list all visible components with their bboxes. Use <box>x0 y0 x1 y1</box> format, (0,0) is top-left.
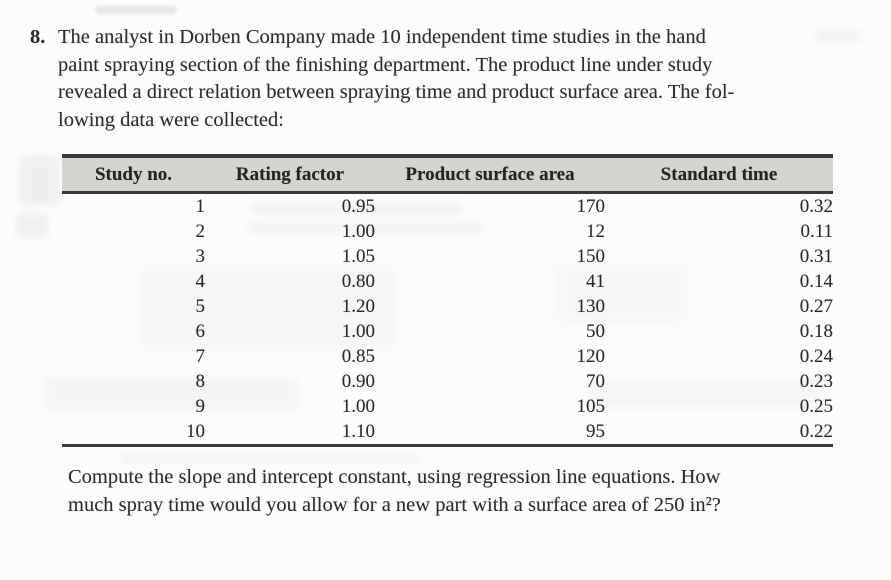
table-row: 4 0.80 41 0.14 <box>62 269 834 294</box>
question-line: much spray time would you allow for a ne… <box>68 493 721 516</box>
cell-rating-factor: 1.00 <box>341 221 375 242</box>
cell-surface-area: 120 <box>576 346 606 367</box>
bleed-through-artifact <box>95 6 177 14</box>
question-statement: Compute the slope and intercept constant… <box>68 464 858 519</box>
cell-standard-time: 0.32 <box>799 196 833 217</box>
table-row: 2 1.00 12 0.11 <box>62 219 834 244</box>
problem-line: paint spraying section of the finishing … <box>58 53 713 76</box>
cell-standard-time: 0.22 <box>799 421 833 442</box>
cell-standard-time: 0.11 <box>800 221 833 242</box>
cell-rating-factor: 0.80 <box>341 271 375 292</box>
cell-surface-area: 130 <box>576 296 606 317</box>
question-line: Compute the slope and intercept constant… <box>68 466 721 488</box>
cell-study-no: 6 <box>195 321 206 342</box>
table-row: 5 1.20 130 0.27 <box>62 294 834 319</box>
table-row: 9 1.00 105 0.25 <box>62 394 834 419</box>
cell-study-no: 10 <box>186 421 205 442</box>
cell-surface-area: 150 <box>576 246 606 267</box>
cell-study-no: 1 <box>195 196 206 217</box>
cell-standard-time: 0.27 <box>799 296 833 317</box>
cell-rating-factor: 1.05 <box>341 246 375 267</box>
cell-study-no: 4 <box>195 271 206 292</box>
table-row: 10 1.10 95 0.22 <box>62 419 833 446</box>
cell-surface-area: 41 <box>586 271 605 292</box>
problem-line: The analyst in Dorben Company made 10 in… <box>58 26 706 48</box>
cell-surface-area: 70 <box>586 371 605 392</box>
cell-rating-factor: 0.95 <box>341 196 375 217</box>
time-study-data-table: Study no. Rating factor Product surface … <box>62 154 833 447</box>
cell-standard-time: 0.31 <box>799 246 833 267</box>
cell-standard-time: 0.14 <box>799 271 833 292</box>
cell-rating-factor: 0.90 <box>341 371 375 392</box>
cell-standard-time: 0.18 <box>799 321 833 342</box>
cell-rating-factor: 1.20 <box>341 296 375 317</box>
cell-surface-area: 170 <box>576 196 606 217</box>
cell-surface-area: 50 <box>586 321 605 342</box>
cell-surface-area: 95 <box>586 421 605 442</box>
table-row: 1 0.95 170 0.32 <box>62 193 834 220</box>
bleed-through-artifact <box>16 214 48 238</box>
cell-surface-area: 105 <box>576 396 606 417</box>
cell-study-no: 9 <box>195 396 206 417</box>
cell-standard-time: 0.25 <box>799 396 833 417</box>
cell-study-no: 7 <box>195 346 206 367</box>
cell-surface-area: 12 <box>586 221 605 242</box>
table-row: 3 1.05 150 0.31 <box>62 244 834 269</box>
bleed-through-artifact <box>120 453 420 464</box>
cell-rating-factor: 1.00 <box>341 321 375 342</box>
cell-rating-factor: 0.85 <box>341 346 375 367</box>
column-header-rating-factor: Rating factor <box>205 156 375 194</box>
table-header-row: Study no. Rating factor Product surface … <box>62 156 833 194</box>
column-header-standard-time: Standard time <box>605 156 833 194</box>
table-body: 1 0.95 170 0.32 2 1.00 12 0.11 3 1.05 150 0.31 4 0.80… <box>62 193 833 446</box>
problem-line: lowing data were collected: <box>58 108 284 131</box>
table-row: 7 0.85 120 0.24 <box>62 344 834 369</box>
table-row: 8 0.90 70 0.23 <box>62 369 834 394</box>
cell-rating-factor: 1.10 <box>341 421 375 442</box>
cell-rating-factor: 1.00 <box>341 396 375 417</box>
cell-standard-time: 0.24 <box>799 346 833 367</box>
cell-standard-time: 0.23 <box>799 371 833 392</box>
problem-line: revealed a direct relation between spray… <box>58 81 735 103</box>
cell-study-no: 2 <box>195 221 206 242</box>
problem-statement: The analyst in Dorben Company made 10 in… <box>58 24 848 134</box>
table-header: Study no. Rating factor Product surface … <box>62 156 833 194</box>
problem-number: 8. <box>30 26 46 48</box>
cell-study-no: 5 <box>195 296 206 317</box>
bleed-through-artifact <box>20 156 60 206</box>
table-row: 6 1.00 50 0.18 <box>62 319 834 344</box>
cell-study-no: 3 <box>195 246 206 267</box>
column-header-surface-area: Product surface area <box>375 156 605 194</box>
column-header-study-no: Study no. <box>62 156 205 194</box>
cell-study-no: 8 <box>195 371 206 392</box>
